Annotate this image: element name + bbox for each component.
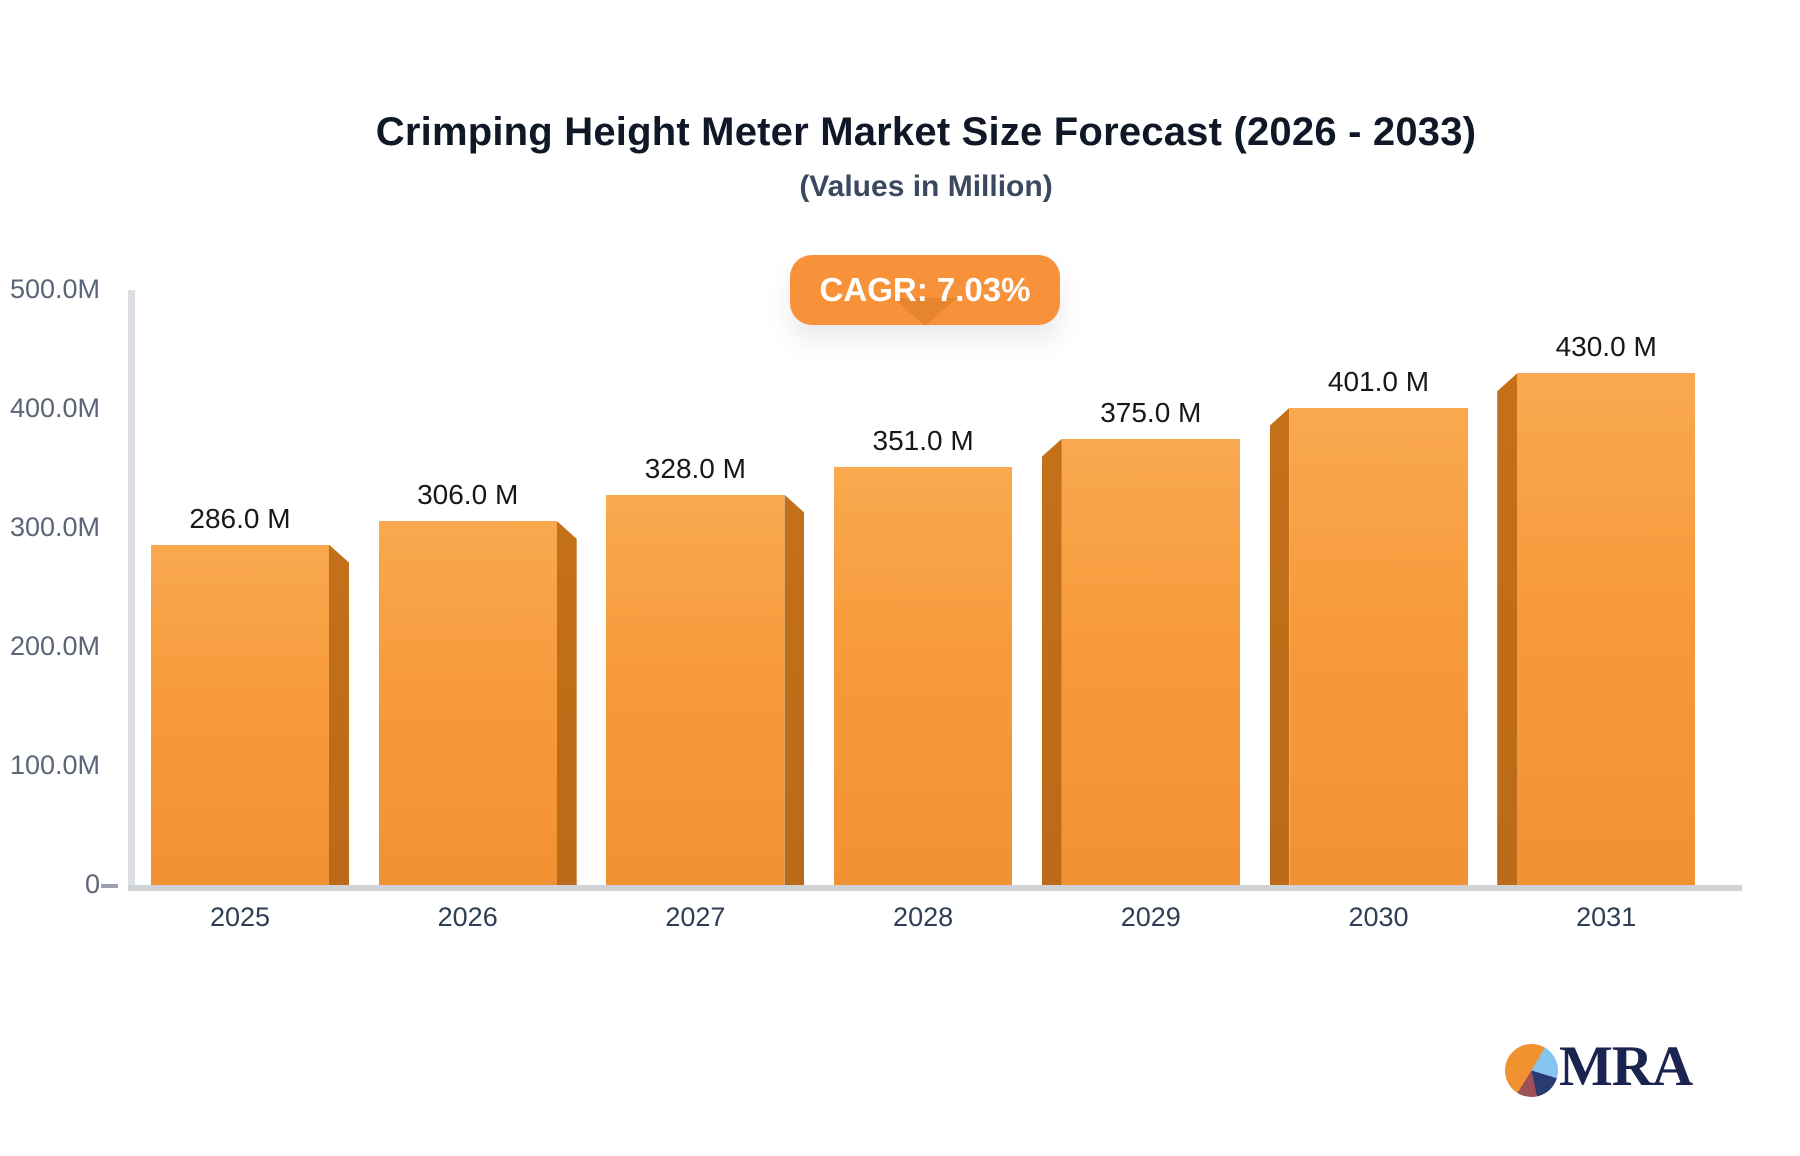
bar-side-2029 <box>1041 438 1062 889</box>
bar-side-2031 <box>1497 373 1518 889</box>
logo: MRA <box>1505 1035 1693 1098</box>
y-tick-label: 200.0M <box>9 631 100 661</box>
bar-2026[interactable] <box>378 520 557 889</box>
y-tick-label: 300.0M <box>9 512 100 542</box>
bar-value-label: 286.0 M <box>189 502 291 534</box>
y-tick-label: 500.0M <box>9 274 100 304</box>
x-tick-label: 2029 <box>1120 902 1181 932</box>
bar-2025[interactable] <box>151 544 329 889</box>
bar-2029[interactable] <box>1061 438 1240 889</box>
x-tick-label: 2027 <box>665 902 726 932</box>
x-tick-label: 2026 <box>437 902 498 932</box>
x-axis-line <box>128 885 1742 891</box>
bar-value-label: 430.0 M <box>1555 331 1657 363</box>
bar-value-label: 375.0 M <box>1100 396 1202 428</box>
y-axis-line <box>128 290 135 891</box>
y-tick-label: 0 <box>84 869 100 899</box>
bar-value-label: 351.0 M <box>872 425 974 457</box>
cagr-badge: CAGR: 7.03% <box>790 255 1060 325</box>
x-tick-label: 2025 <box>209 902 271 932</box>
x-tick-label: 2028 <box>893 902 954 932</box>
bar-value-label: 306.0 M <box>417 478 519 510</box>
bar-value-label: 328.0 M <box>644 452 746 484</box>
x-tick-label: 2031 <box>1576 902 1637 932</box>
bar-2028[interactable] <box>834 467 1013 889</box>
bar-2031[interactable] <box>1517 373 1696 889</box>
pie-chart-logo-icon <box>1505 1044 1558 1097</box>
x-tick-label: 2030 <box>1348 902 1409 932</box>
bar-value-label: 401.0 M <box>1327 365 1430 397</box>
cagr-badge-label: CAGR: 7.03% <box>819 271 1031 308</box>
y-tick-label: 400.0M <box>9 393 100 423</box>
logo-text: MRA <box>1559 1035 1693 1098</box>
bar-side-2030 <box>1269 407 1290 889</box>
bar-2030[interactable] <box>1289 407 1468 889</box>
bar-side-2025 <box>329 544 349 889</box>
bar-2027[interactable] <box>606 494 785 889</box>
bar-side-2026 <box>556 520 577 889</box>
chart-subtitle: (Values in Million) <box>799 170 1053 203</box>
y-tick-label: 100.0M <box>9 750 100 780</box>
chart-title: Crimping Height Meter Market Size Foreca… <box>375 110 1477 154</box>
zero-tick-mark <box>101 884 118 888</box>
bar-side-2027 <box>784 494 805 889</box>
